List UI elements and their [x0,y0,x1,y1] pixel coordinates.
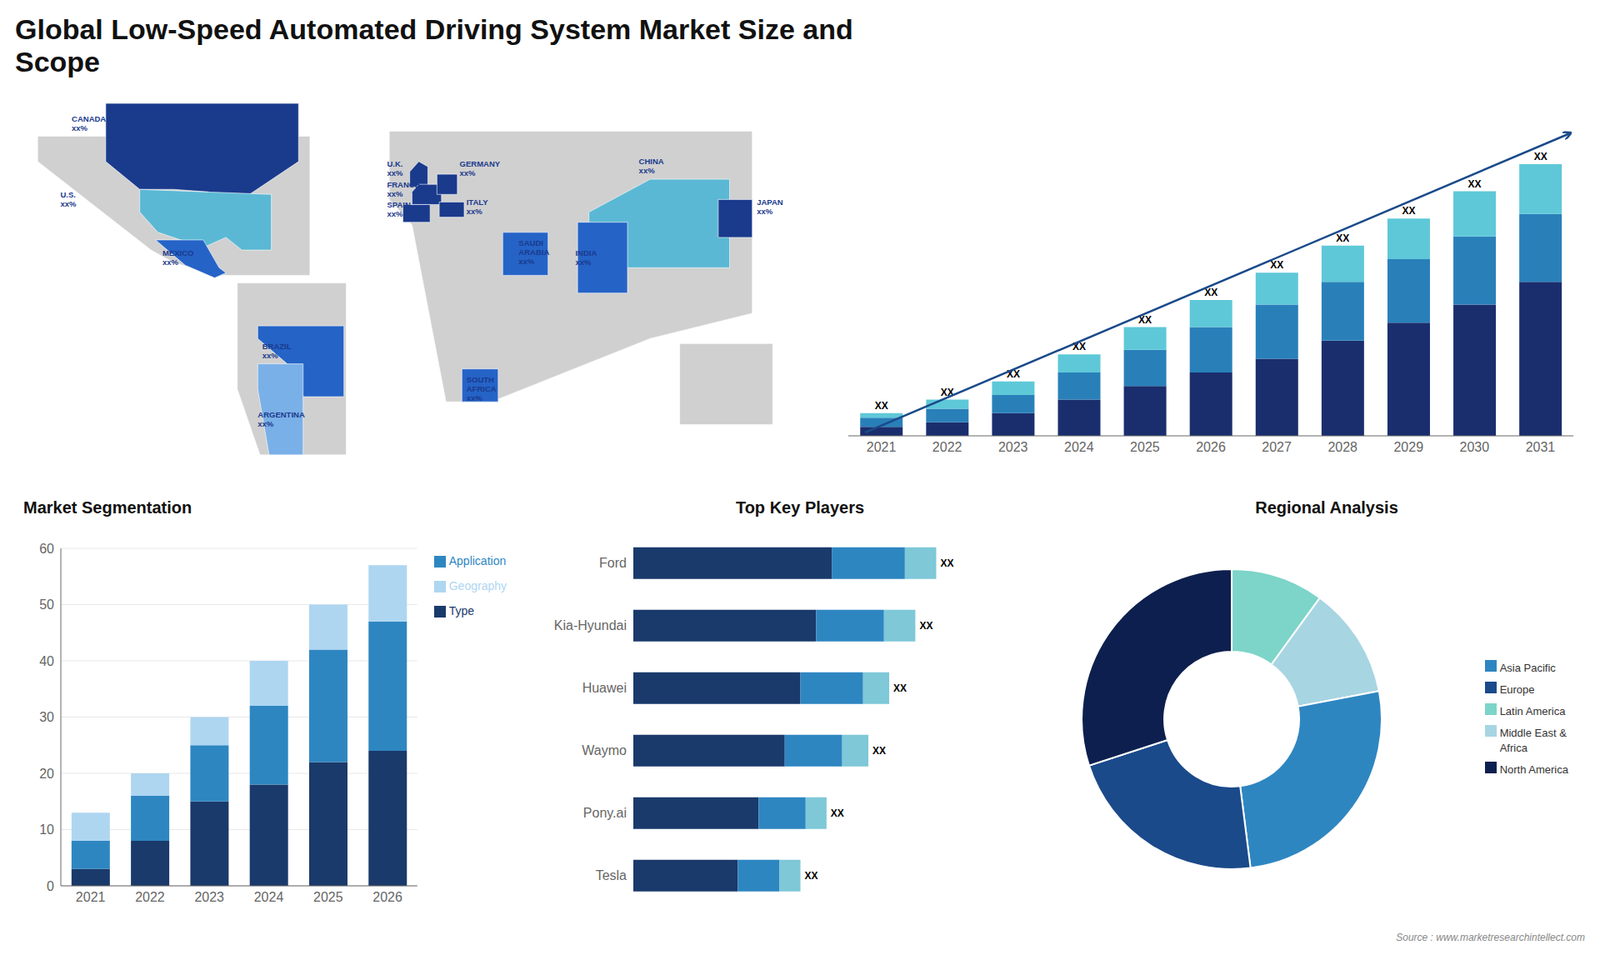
html-text:Application: Application [448,554,506,568]
svg-text:Pony.ai: Pony.ai [583,805,627,820]
html-text:North America: North America [1499,763,1569,776]
svg-text:XX: XX [830,807,845,820]
svg-text:Ford: Ford [599,555,627,570]
html-text:Type: Type [448,604,475,618]
svg-text:XX: XX [1534,150,1548,163]
svg-text:2025: 2025 [1130,440,1160,455]
svg-text:40: 40 [39,654,55,669]
svg-text:2027: 2027 [1261,440,1292,455]
svg-text:SOUTHAFRICAxx%: SOUTHAFRICAxx% [466,374,497,402]
svg-text:2023: 2023 [194,890,225,905]
svg-text:XX: XX [893,682,907,695]
svg-text:XX: XX [1468,178,1482,190]
svg-text:2021: 2021 [866,440,897,455]
svg-text:SPAINxx%: SPAINxx% [386,200,410,219]
html-text:Geography: Geography [448,579,507,593]
svg-text:2031: 2031 [1525,440,1556,455]
svg-text:MEXICOxx%: MEXICOxx% [162,247,194,266]
svg-text:ARGENTINAxx%: ARGENTINAxx% [257,409,305,428]
svg-text:XX: XX [805,870,819,882]
svg-text:XX: XX [1204,286,1218,299]
html-text:Top Key Players: Top Key Players [735,498,865,517]
svg-text:JAPANxx%: JAPANxx% [756,196,784,215]
svg-text:Kia-Hyundai: Kia-Hyundai [554,618,627,633]
svg-text:CANADAxx%: CANADAxx% [71,113,106,132]
svg-text:2024: 2024 [254,890,285,905]
svg-text:XX: XX [1138,314,1152,326]
html-text:Middle East & Africa: Middle East & Africa [1499,726,1567,755]
svg-text:2021: 2021 [75,890,106,905]
svg-text:Huawei: Huawei [582,680,627,695]
svg-text:20: 20 [39,766,55,781]
svg-text:INDIAxx%: INDIAxx% [575,247,597,266]
svg-text:XX: XX [940,557,954,570]
svg-text:10: 10 [39,822,55,837]
html-text:Global Low-Speed Automated Dri: Global Low-Speed Automated Driving Syste… [15,13,854,78]
svg-text:2026: 2026 [372,890,403,905]
svg-text:XX: XX [872,745,886,757]
svg-text:2029: 2029 [1393,440,1424,455]
svg-text:Tesla: Tesla [595,868,627,883]
svg-text:2022: 2022 [932,440,963,455]
svg-text:XX: XX [1270,259,1284,271]
svg-text:FRANCExx%: FRANCExx% [386,179,420,198]
svg-text:2022: 2022 [135,890,165,905]
html-text:Latin America: Latin America [1499,705,1566,718]
svg-text:ITALYxx%: ITALYxx% [466,196,490,215]
svg-text:0: 0 [46,879,55,894]
svg-text:SAUDIARABIAxx%: SAUDIARABIAxx% [518,238,550,266]
svg-text:2024: 2024 [1064,440,1095,455]
svg-text:BRAZILxx%: BRAZILxx% [262,340,292,360]
svg-text:2028: 2028 [1327,440,1358,455]
svg-text:30: 30 [39,710,55,725]
html-text:Regional Analysis: Regional Analysis [1255,498,1399,517]
svg-text:2023: 2023 [998,440,1029,455]
svg-text:2026: 2026 [1195,440,1226,455]
svg-text:GERMANYxx%: GERMANYxx% [460,159,501,178]
html-text:Asia Pacific: Asia Pacific [1499,661,1556,675]
svg-text:U.K.xx%: U.K.xx% [386,159,404,178]
html-text:Source : www.marketresearchint: Source : www.marketresearchintellect.com [1396,931,1585,944]
svg-text:60: 60 [39,541,55,556]
svg-text:XX: XX [1335,232,1350,245]
svg-text:XX: XX [875,400,889,412]
svg-text:50: 50 [39,597,55,612]
svg-text:XX: XX [919,620,933,632]
svg-text:Waymo: Waymo [581,743,627,758]
svg-text:XX: XX [1072,340,1086,353]
html-text:Europe: Europe [1499,683,1535,696]
svg-text:XX: XX [940,386,955,399]
html-text:Market Segmentation: Market Segmentation [23,498,192,517]
svg-text:2025: 2025 [313,890,344,905]
svg-text:XX: XX [1401,205,1415,217]
svg-text:CHINAxx%: CHINAxx% [639,156,665,175]
svg-text:XX: XX [1006,368,1020,380]
svg-text:2030: 2030 [1460,440,1490,455]
svg-text:U.S.xx%: U.S.xx% [60,189,77,208]
